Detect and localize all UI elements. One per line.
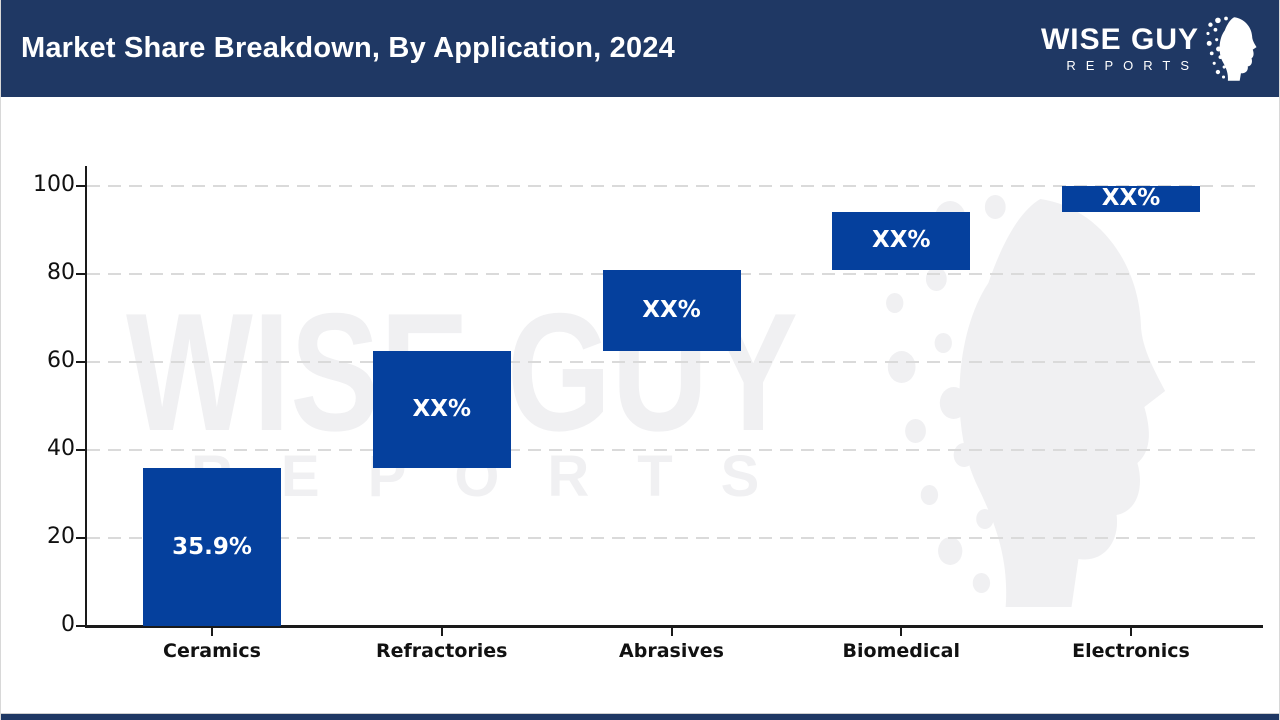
page-title: Market Share Breakdown, By Application, … xyxy=(21,32,675,64)
y-tick-label-80: 80 xyxy=(47,260,75,285)
x-tick-2 xyxy=(440,628,443,636)
x-category-label: Abrasives xyxy=(619,640,724,662)
x-tick-1 xyxy=(211,628,213,636)
logo-head-icon xyxy=(1206,16,1257,81)
bar-abrasives: XX% xyxy=(602,270,741,351)
bar-value-label: XX% xyxy=(412,395,471,422)
y-tick-label-60: 60 xyxy=(47,348,75,373)
bar-value-label: 35.9% xyxy=(172,533,252,560)
gridline-y100 xyxy=(87,185,1263,187)
bar-value-label: XX% xyxy=(871,227,931,254)
y-tick-label-100: 100 xyxy=(33,172,75,197)
footer-bar xyxy=(1,713,1279,720)
bar-refractories: XX% xyxy=(372,350,511,469)
y-tick-label-40: 40 xyxy=(47,436,75,461)
x-tick-5 xyxy=(1130,628,1132,636)
wiseguy-logo: WISE GUY REPORTS xyxy=(1041,14,1259,84)
logo-wordmark: WISE GUY REPORTS xyxy=(1040,22,1199,73)
bar-value-label: XX% xyxy=(642,297,701,323)
y-tick-40 xyxy=(76,449,85,451)
x-axis-line xyxy=(85,625,1263,628)
header: Market Share Breakdown, By Application, … xyxy=(1,0,1279,97)
bar-ceramics: 35.9% xyxy=(143,468,281,626)
x-category-label: Refractories xyxy=(376,640,508,662)
bar-value-label: XX% xyxy=(1101,185,1161,212)
y-axis-line xyxy=(85,166,87,628)
bar-biomedical: XX% xyxy=(832,211,971,271)
x-category-label: Biomedical xyxy=(842,640,960,662)
gridline-y20 xyxy=(87,537,1263,539)
x-category-label: Electronics xyxy=(1072,640,1190,662)
gridline-y40 xyxy=(87,449,1263,451)
y-tick-label-20: 20 xyxy=(47,524,75,549)
y-tick-0 xyxy=(76,625,85,627)
y-tick-60 xyxy=(76,361,85,363)
x-tick-3 xyxy=(670,628,673,636)
x-tick-4 xyxy=(900,628,903,636)
bar-electronics: XX% xyxy=(1062,186,1200,212)
x-category-label: Ceramics xyxy=(163,640,261,662)
y-tick-20 xyxy=(76,537,85,539)
logo-wordmark-line2: REPORTS xyxy=(1066,57,1199,73)
y-tick-100 xyxy=(76,185,85,187)
gridline-y60 xyxy=(87,361,1263,363)
y-tick-label-0: 0 xyxy=(61,612,75,637)
y-tick-80 xyxy=(76,273,85,275)
logo-wordmark-line1: WISE GUY xyxy=(1040,22,1199,56)
